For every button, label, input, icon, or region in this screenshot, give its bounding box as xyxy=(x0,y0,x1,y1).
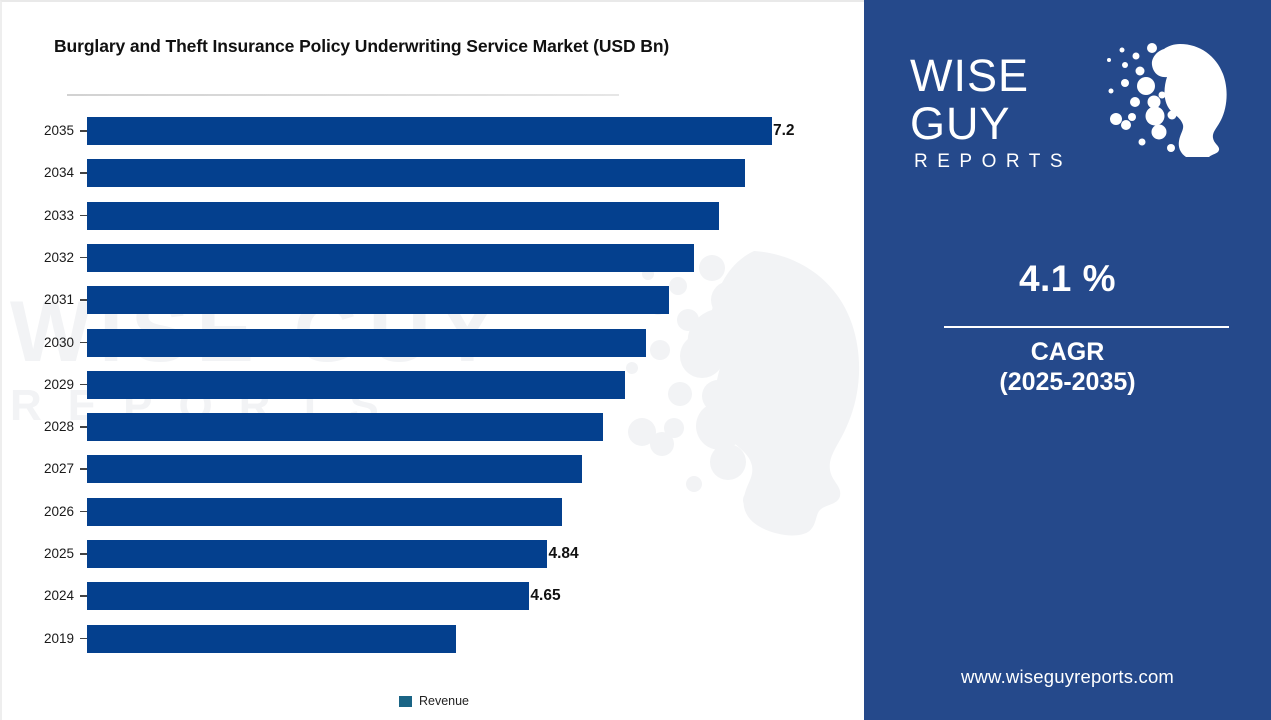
bar-row: 2030 xyxy=(2,322,864,364)
bar xyxy=(87,201,719,230)
axis-tick-mark xyxy=(80,426,87,428)
bar-value-label: 4.84 xyxy=(548,545,579,562)
axis-tick-mark xyxy=(80,341,87,343)
bar-row: 2025 4.84 xyxy=(2,533,864,575)
logo-line1: WISE GUY xyxy=(910,50,1030,149)
chart-panel: WISE GUY REPORTS xyxy=(0,0,864,720)
bar xyxy=(87,413,603,442)
cagr-label: CAGR xyxy=(1030,338,1105,366)
axis-tick-label: 2031 xyxy=(43,292,74,308)
bar-row: 2019 xyxy=(2,618,864,660)
axis-tick-label: 2019 xyxy=(43,630,74,646)
bar-row: 2034 xyxy=(2,152,864,194)
axis-tick-label: 2027 xyxy=(43,461,74,477)
axis-tick-mark xyxy=(80,468,87,470)
chart-title: Burglary and Theft Insurance Policy Unde… xyxy=(54,36,670,56)
axis-tick-mark xyxy=(80,172,87,174)
bar-row: 2032 xyxy=(2,237,864,279)
bar xyxy=(87,370,625,399)
site-url[interactable]: www.wiseguyreports.com xyxy=(960,666,1175,687)
axis-tick-label: 2033 xyxy=(43,207,74,223)
bar-value-label: 7.2 xyxy=(773,122,795,139)
axis-tick-mark xyxy=(80,595,87,597)
axis-tick-mark xyxy=(80,256,87,259)
bar-row: 2033 xyxy=(2,195,864,237)
bar xyxy=(87,328,647,357)
axis-tick-mark xyxy=(80,299,87,301)
bar-row: 2035 7.2 xyxy=(2,110,864,152)
cagr-caption: CAGR (2025-2035) xyxy=(864,337,1271,397)
logo: WISE GUY REPORTS xyxy=(906,40,1236,172)
axis-tick-mark xyxy=(80,553,87,555)
axis-tick-mark xyxy=(80,510,87,513)
cagr-value: 4.1 % xyxy=(1018,258,1117,299)
legend-item-revenue: Revenue xyxy=(398,694,470,708)
bar-row: 2028 xyxy=(2,406,864,448)
bar xyxy=(87,286,670,315)
brand-panel: WISE GUY REPORTS xyxy=(864,0,1271,720)
bar-row: 2031 xyxy=(2,279,864,321)
axis-tick-mark xyxy=(80,637,87,640)
axis-tick-mark xyxy=(80,214,87,217)
axis-tick-label: 2025 xyxy=(43,546,74,561)
axis-tick-label: 2028 xyxy=(43,419,74,435)
bar-row: 2027 xyxy=(2,448,864,490)
bar-row: 2026 xyxy=(2,491,864,533)
bar-value-label: 4.65 xyxy=(530,587,561,605)
legend-swatch-icon xyxy=(398,695,412,707)
bar xyxy=(87,624,457,653)
cagr-period: (2025-2035) xyxy=(999,368,1136,396)
axis-tick-mark xyxy=(80,383,87,386)
logo-line2: REPORTS xyxy=(914,151,1073,172)
title-divider xyxy=(67,94,619,96)
axis-tick-label: 2024 xyxy=(43,588,74,604)
axis-tick-label: 2030 xyxy=(43,334,74,350)
logo-wordmark: WISE GUY REPORTS xyxy=(910,52,1120,176)
axis-tick-label: 2035 xyxy=(43,123,74,138)
axis-tick-label: 2029 xyxy=(43,376,74,392)
bar xyxy=(87,243,694,272)
axis-tick-label: 2034 xyxy=(43,165,74,181)
bar xyxy=(87,455,582,484)
bar xyxy=(87,540,548,568)
cagr-divider xyxy=(944,326,1229,328)
bar xyxy=(87,117,772,145)
axis-tick-mark xyxy=(80,130,87,132)
chart-legend: Revenue xyxy=(2,694,864,710)
bar-row: 2029 xyxy=(2,364,864,406)
legend-label: Revenue xyxy=(418,694,470,708)
bar xyxy=(87,582,530,611)
logo-head-icon xyxy=(1107,43,1227,157)
plot-area: 2035 7.2 2034 2033 2032 2031 2030 2029 2028 2027 2… xyxy=(2,110,864,660)
axis-tick-label: 2032 xyxy=(43,249,74,265)
axis-tick-label: 2026 xyxy=(43,503,74,519)
bar-row: 2024 4.65 xyxy=(2,575,864,617)
bar xyxy=(87,497,562,526)
bar xyxy=(87,159,746,188)
